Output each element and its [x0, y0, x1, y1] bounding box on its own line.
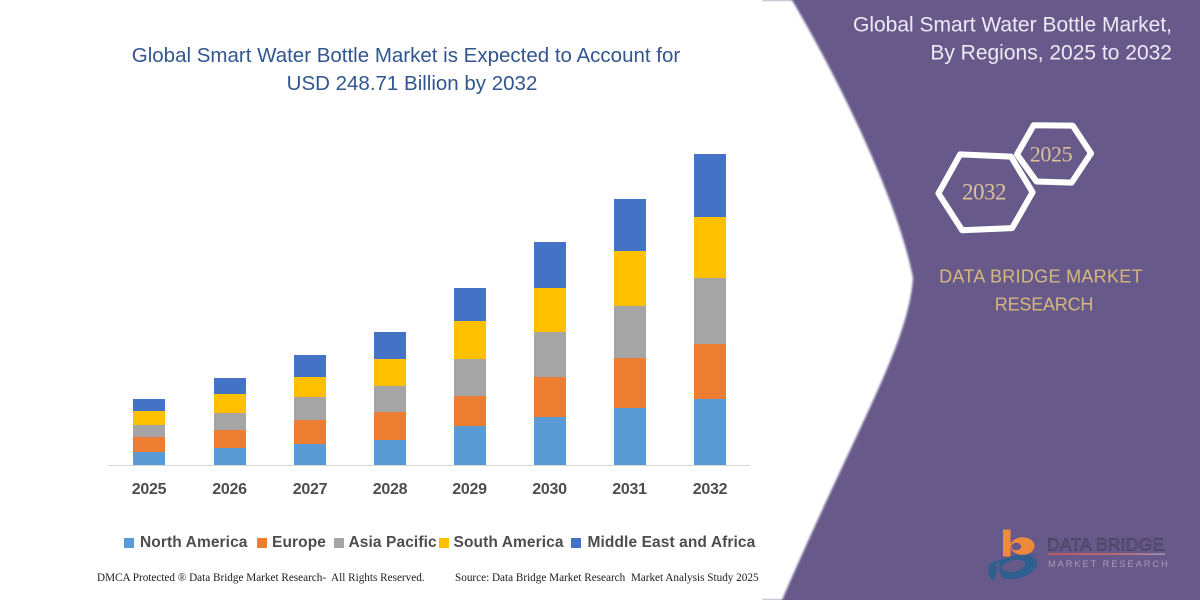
svg-text:DATA BRIDGE: DATA BRIDGE	[1047, 535, 1164, 555]
svg-text:By Regions, 2025 to 2032: By Regions, 2025 to 2032	[930, 42, 1172, 65]
svg-text:Global Smart Water Bottle Mark: Global Smart Water Bottle Market,	[853, 14, 1172, 37]
svg-text:MARKET RESEARCH: MARKET RESEARCH	[1048, 559, 1170, 569]
svg-text:DATA BRIDGE MARKET: DATA BRIDGE MARKET	[939, 266, 1143, 286]
svg-text:2025: 2025	[1030, 142, 1073, 167]
svg-text:RESEARCH: RESEARCH	[995, 294, 1093, 314]
svg-text:2032: 2032	[962, 179, 1006, 204]
